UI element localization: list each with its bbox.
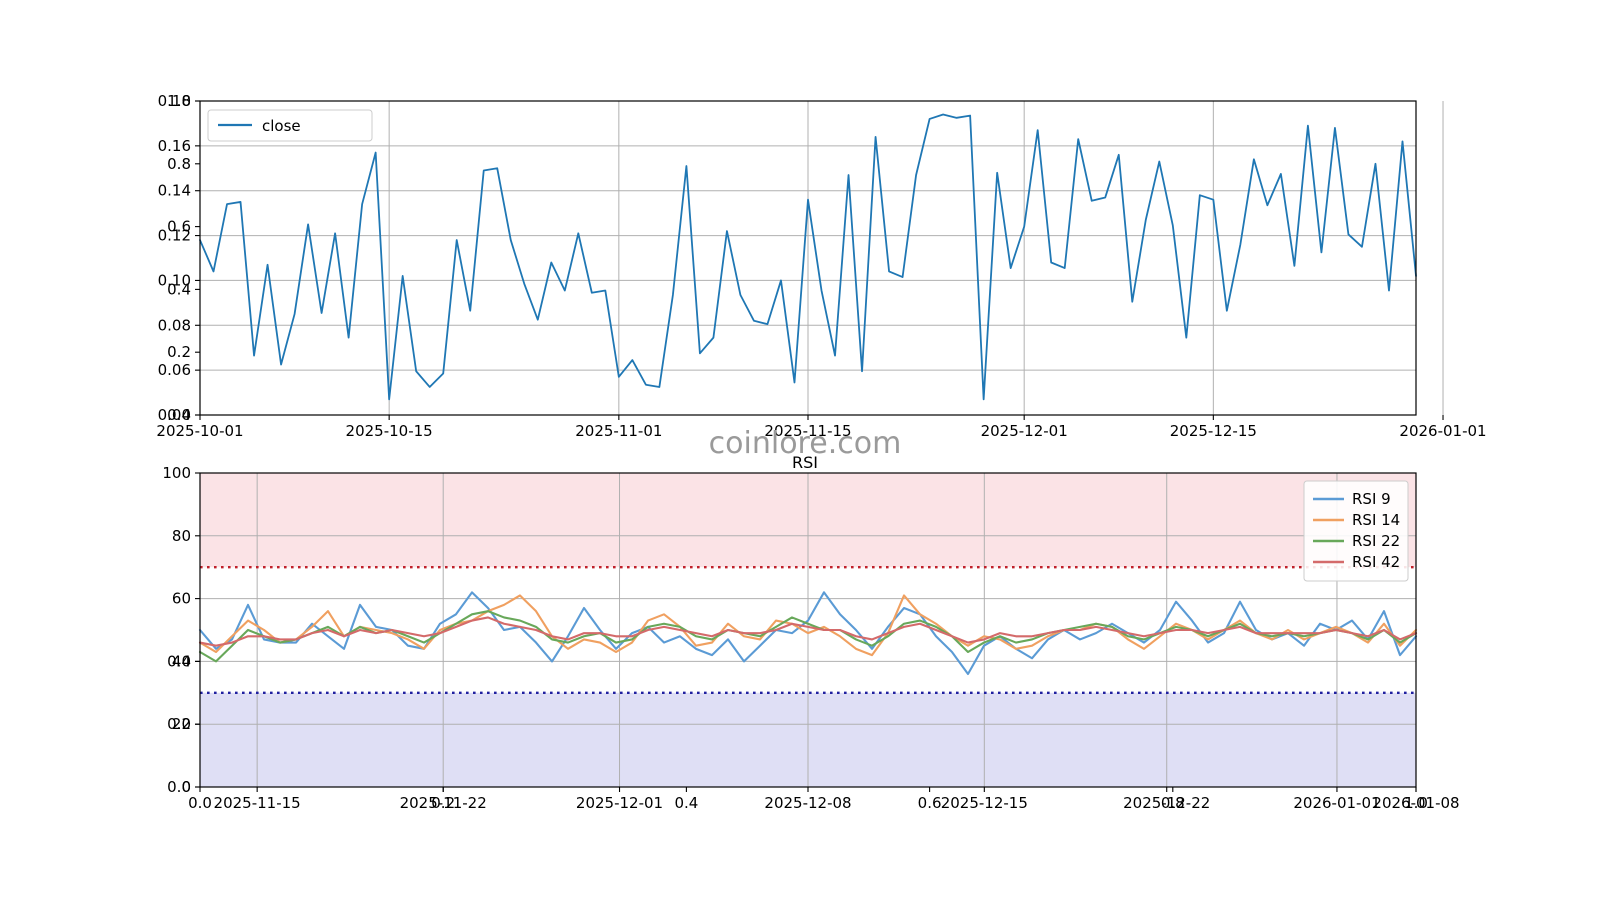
rsi-y-tick-label: 100 [162,464,191,482]
rsi-x-tick-label-secondary: 0.4 [674,794,698,812]
price-axes-frame [199,100,1417,416]
rsi-x-tick-label: 2025-11-22 [400,794,487,812]
price-x-tick-label: 2025-11-01 [575,422,662,440]
rsi-y-tick-label: 40 [172,652,191,670]
price-legend-box [207,109,373,142]
price-legend-label-close: close [262,117,301,135]
rsi-panel-title: RSI [792,453,818,472]
rsi-y-tick-label: 0 [181,778,191,796]
price-x-tick-label: 2025-11-15 [764,422,851,440]
price-line-close [199,113,1417,401]
price-y-tick-label: 0.08 [158,316,191,334]
price-y-tick-label: 0.10 [158,271,191,289]
price-x-tick-labels: 2025-10-01 2025-10-15 2025-11-01 2025-11-15… [156,415,1487,440]
rsi-y-tick-label: 60 [172,590,191,608]
price-y-tick-label-secondary: 0.8 [167,155,191,173]
price-x-tick-label: 2025-12-15 [1170,422,1257,440]
price-y-tick-label: 0.04 [158,406,191,424]
rsi-x-tick-label: 2025-12-01 [576,794,663,812]
rsi-line-rsi-42 [198,616,1418,647]
rsi-x-tick-label-secondary: 0.2 [431,794,455,812]
rsi-x-tick-label: 2025-12-22 [1123,794,1210,812]
price-y-tick-label: 0.18 [158,92,191,110]
rsi-x-tick-label-secondary: 0.8 [1161,794,1185,812]
price-y-tick-label-secondary: 0.0 [167,406,191,424]
price-x-tick-label: 2026-01-01 [1399,422,1486,440]
rsi-x-tick-labels: 2025-11-15 2025-11-22 2025-12-01 2025-12-08… [214,787,1460,812]
rsi-axes-frame [199,472,1417,788]
rsi-x-tick-label: 2025-11-15 [214,794,301,812]
rsi-line-rsi-9 [198,591,1418,676]
rsi-legend-box [1303,480,1409,582]
rsi-series-lines [198,591,1418,676]
rsi-legend[interactable]: RSI 9 RSI 14 RSI 22 RSI 42 [1303,480,1409,582]
price-y-tick-label: 0.16 [158,137,191,155]
watermark-coinlore: coinlore.com [709,426,902,461]
price-panel: 0.040.060.080.100.120.140.160.18 0.00.20… [156,92,1486,440]
rsi-line-rsi-14 [198,594,1418,657]
rsi-line-rsi-22 [198,610,1418,663]
price-y-tick-label-secondary: 0.2 [167,343,191,361]
price-x-tick-label: 2025-10-01 [156,422,243,440]
rsi-y-tick-labels-secondary: 0.0 0.2 0.4 [167,652,200,796]
price-y-tick-label-secondary: 0.6 [167,218,191,236]
rsi-x-tick-label-secondary: 1.0 [1404,794,1428,812]
price-x-tick-label: 2025-12-01 [981,422,1068,440]
rsi-y-tick-label: 20 [172,715,191,733]
price-y-tick-labels-secondary: 0.0 0.2 0.4 0.6 0.8 1.0 [167,92,200,424]
price-y-tick-label: 0.06 [158,361,191,379]
rsi-x-tick-labels-secondary: 0.0 0.2 0.4 0.6 0.8 1.0 [188,787,1428,812]
price-legend[interactable]: close [207,109,373,142]
rsi-legend-label-rsi-42: RSI 42 [1352,553,1400,571]
price-y-tick-label: 0.14 [158,182,191,200]
rsi-legend-label-rsi-9: RSI 9 [1352,490,1391,508]
rsi-legend-label-rsi-14: RSI 14 [1352,511,1400,529]
price-y-tick-label-secondary: 0.4 [167,280,191,298]
rsi-x-tick-label: 2025-12-08 [764,794,851,812]
rsi-x-tick-label: 2026-01-08 [1372,794,1459,812]
rsi-y-tick-label-secondary: 0.2 [167,715,191,733]
rsi-x-tick-label-secondary: 0.0 [188,794,212,812]
price-x-tick-label: 2025-10-15 [346,422,433,440]
rsi-y-tick-label-secondary: 0.0 [167,778,191,796]
rsi-x-tick-label: 2026-01-01 [1293,794,1380,812]
rsi-y-tick-label-secondary: 0.4 [167,652,191,670]
rsi-legend-label-rsi-22: RSI 22 [1352,532,1400,550]
price-y-tick-label-secondary: 1.0 [167,92,191,110]
price-y-tick-label: 0.12 [158,227,191,245]
price-series-lines [199,113,1417,401]
rsi-y-tick-labels: 0 20 40 60 80 100 [162,464,200,796]
price-y-tick-labels: 0.04 0.06 0.08 0.10 0.12 0.14 0.16 0.18 [158,92,191,424]
rsi-y-tick-label: 80 [172,527,191,545]
rsi-x-tick-label-secondary: 0.6 [918,794,942,812]
rsi-x-tick-label: 2025-12-15 [941,794,1028,812]
